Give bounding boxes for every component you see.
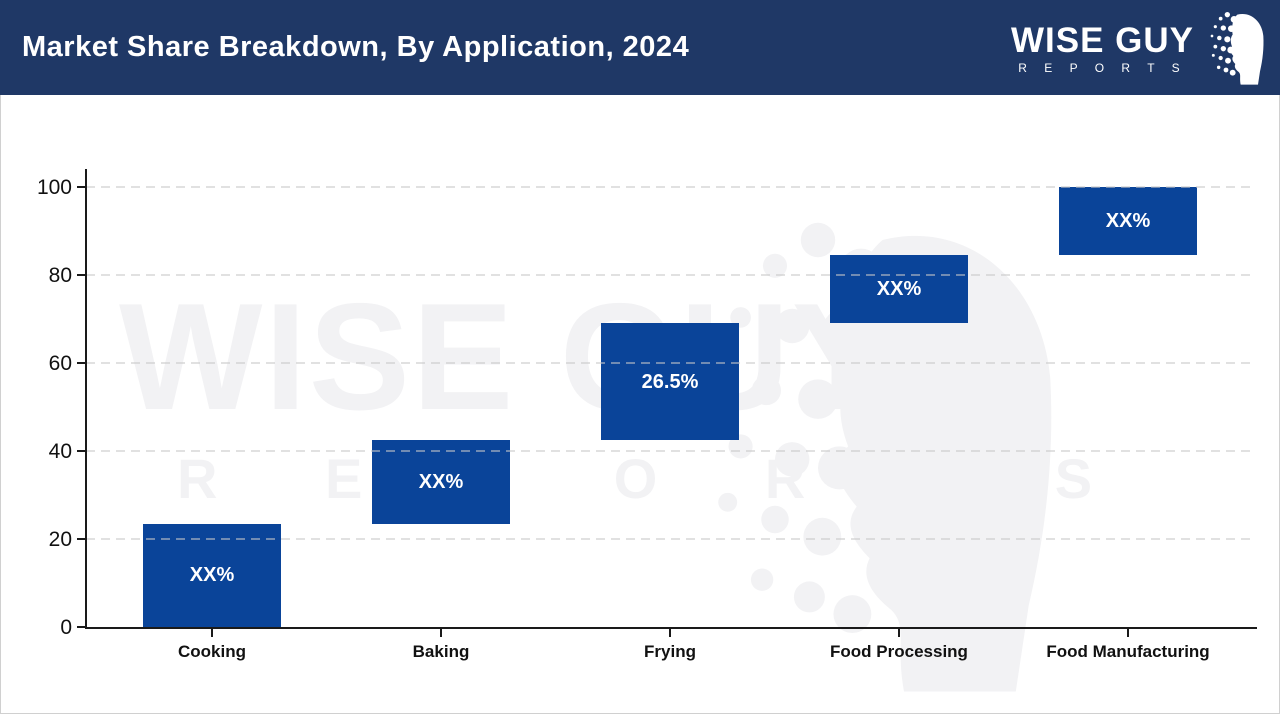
x-tick-label-cooking: Cooking bbox=[178, 642, 246, 661]
gridline-80 bbox=[86, 274, 1256, 276]
watermark-line1: WISE GUY bbox=[119, 272, 896, 442]
header-bar: Market Share Breakdown, By Application, … bbox=[0, 0, 1280, 95]
y-tick-label-60: 60 bbox=[48, 352, 72, 375]
x-tick-cooking bbox=[211, 629, 213, 637]
y-tick-label-80: 80 bbox=[48, 264, 72, 287]
y-tick-label-100: 100 bbox=[36, 176, 72, 199]
gridline-100 bbox=[86, 186, 1256, 188]
chart-card: WISE GUY R E P O R T S 0 20 40 60 80 100 XX% Co… bbox=[0, 95, 1280, 714]
y-tick-60 bbox=[77, 362, 85, 364]
bar-label-food-manufacturing: XX% bbox=[1105, 210, 1151, 233]
y-axis-line bbox=[85, 169, 87, 629]
brand-logo-text: WISE GUY R E P O R T S bbox=[1011, 23, 1194, 74]
x-tick-frying bbox=[669, 629, 671, 637]
brand-logo: WISE GUY R E P O R T S bbox=[1011, 7, 1270, 89]
y-tick-40 bbox=[77, 450, 85, 452]
bar-food-manufacturing bbox=[1059, 187, 1197, 256]
x-axis-line bbox=[85, 627, 1257, 629]
x-tick-label-frying: Frying bbox=[644, 642, 696, 661]
y-tick-20 bbox=[77, 538, 85, 540]
brand-subname: R E P O R T S bbox=[1018, 60, 1187, 75]
gridline-20 bbox=[86, 538, 1256, 540]
y-tick-80 bbox=[77, 274, 85, 276]
dotted-face-icon bbox=[1198, 8, 1270, 88]
bar-label-baking: XX% bbox=[418, 470, 464, 493]
gridline-60 bbox=[86, 362, 1256, 364]
x-tick-baking bbox=[440, 629, 442, 637]
x-tick-label-food-manufacturing: Food Manufacturing bbox=[1046, 642, 1210, 661]
x-tick-label-food-processing: Food Processing bbox=[830, 642, 968, 661]
bar-cooking bbox=[143, 523, 281, 627]
brand-name: WISE GUY bbox=[1010, 20, 1194, 60]
y-tick-label-40: 40 bbox=[48, 440, 72, 463]
y-tick-100 bbox=[77, 186, 85, 188]
bar-label-cooking: XX% bbox=[189, 564, 235, 587]
gridline-40 bbox=[86, 450, 1256, 452]
bar-baking bbox=[372, 440, 510, 524]
bar-label-food-processing: XX% bbox=[876, 278, 922, 301]
bar-label-frying: 26.5% bbox=[641, 370, 699, 393]
y-tick-label-20: 20 bbox=[48, 528, 72, 551]
y-tick-label-0: 0 bbox=[60, 616, 72, 639]
x-tick-food-processing bbox=[898, 629, 900, 637]
x-tick-label-baking: Baking bbox=[412, 642, 470, 661]
y-tick-0 bbox=[77, 626, 85, 628]
x-tick-food-manufacturing bbox=[1127, 629, 1129, 637]
page-title: Market Share Breakdown, By Application, … bbox=[22, 31, 690, 63]
